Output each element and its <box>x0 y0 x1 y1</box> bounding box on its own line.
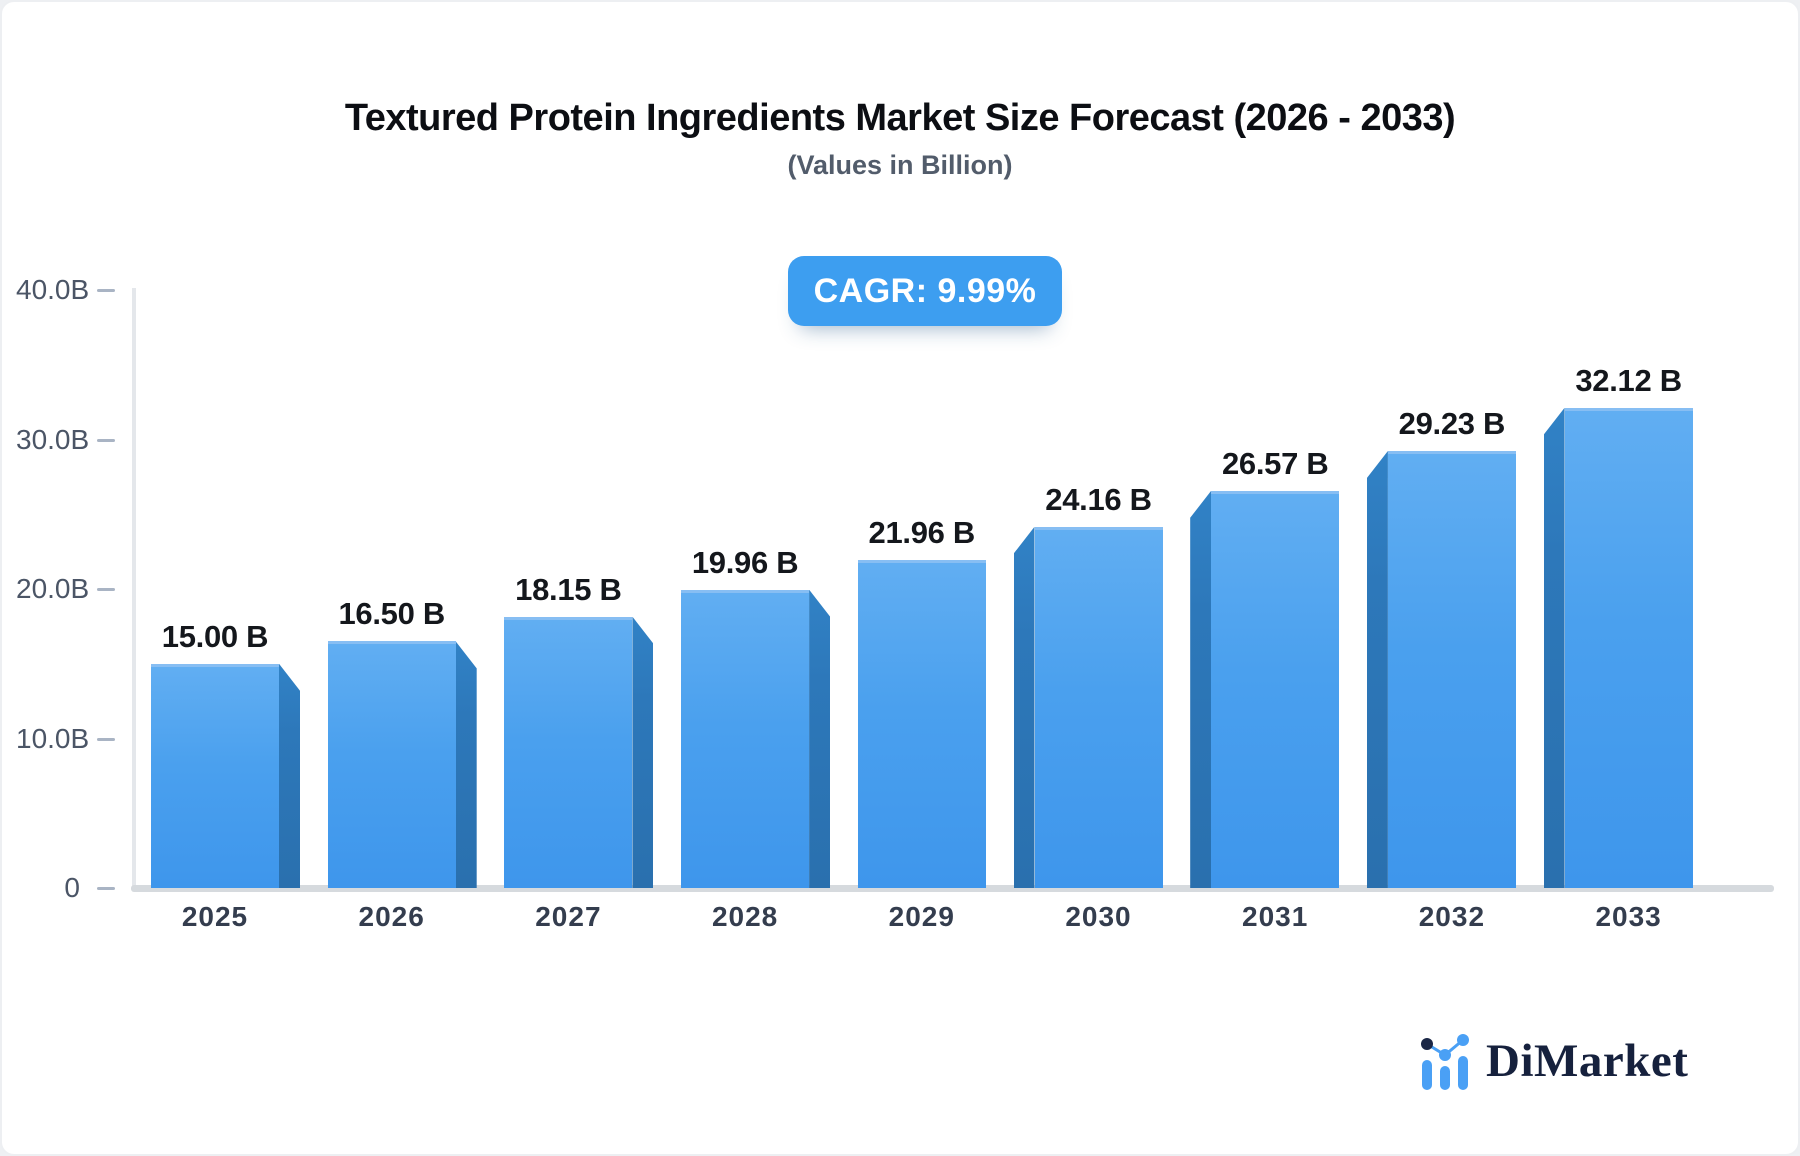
bar-2027[interactable] <box>504 616 633 888</box>
bar-side-panel <box>1190 490 1212 888</box>
x-axis-label-2031: 2031 <box>1242 901 1309 932</box>
bar-value-label: 18.15 B <box>515 571 622 607</box>
bar-side-panel <box>1366 451 1388 888</box>
bar-side-panel <box>279 663 300 888</box>
x-axis-label-2030: 2030 <box>1065 901 1132 932</box>
bar-value-label: 29.23 B <box>1398 406 1506 441</box>
bar-side-panel <box>1543 407 1565 888</box>
y-axis-tick-label: 0 <box>64 872 80 903</box>
y-axis-tick-label: 10.0B <box>16 722 90 754</box>
cagr-badge: CAGR: 9.99% <box>788 256 1062 326</box>
x-axis-label-2029: 2029 <box>888 901 955 932</box>
bar-value-label: 19.96 B <box>691 544 799 580</box>
bar-2025[interactable] <box>151 663 279 888</box>
bar-2026[interactable] <box>327 641 456 888</box>
bar-2028[interactable] <box>681 589 810 888</box>
x-axis-label-2033: 2033 <box>1595 901 1662 932</box>
bar-2029[interactable] <box>857 559 986 888</box>
y-axis-tick-mark <box>97 289 115 292</box>
bar-2030[interactable] <box>1034 526 1163 888</box>
brand-logo-text: DiMarket <box>1486 1035 1689 1087</box>
bar-line-chart-icon <box>1421 1034 1469 1090</box>
bar-side-panel <box>1013 526 1035 888</box>
brand-logo: DiMarket <box>1420 1028 1688 1094</box>
chart-title: Textured Protein Ingredients Market Size… <box>344 97 1456 139</box>
y-axis-tick-label: 30.0B <box>16 423 90 455</box>
bar-value-label: 16.50 B <box>338 596 445 632</box>
bar-side-panel <box>632 616 654 888</box>
bar-2031[interactable] <box>1211 490 1340 888</box>
bar-2032[interactable] <box>1387 451 1516 888</box>
bar-value-label: 26.57 B <box>1221 445 1329 481</box>
bar-value-label: 21.96 B <box>868 514 976 550</box>
bar-side-panel <box>809 589 831 888</box>
bar-2033[interactable] <box>1564 407 1693 888</box>
x-axis-label-2026: 2026 <box>358 901 425 932</box>
y-axis-tick-mark <box>97 438 115 442</box>
y-axis-tick-mark <box>97 887 115 890</box>
x-axis-label-2028: 2028 <box>711 901 779 932</box>
y-axis-tick-mark <box>97 737 115 741</box>
y-axis-tick-mark <box>97 588 115 591</box>
bar-side-panel <box>455 641 477 888</box>
y-axis-tick-label: 40.0B <box>16 274 90 305</box>
x-axis-label-2032: 2032 <box>1418 901 1486 932</box>
y-axis-line <box>132 288 136 888</box>
bar-value-label: 15.00 B <box>161 618 269 654</box>
chart-subtitle: (Values in Billion) <box>787 150 1013 180</box>
x-axis-label-2027: 2027 <box>535 901 602 932</box>
x-axis-label-2025: 2025 <box>181 901 249 932</box>
x-axis-baseline <box>131 885 1774 892</box>
bar-value-label: 24.16 B <box>1045 481 1152 517</box>
bar-value-label: 32.12 B <box>1575 362 1682 398</box>
y-axis-tick-label: 20.0B <box>16 573 90 604</box>
